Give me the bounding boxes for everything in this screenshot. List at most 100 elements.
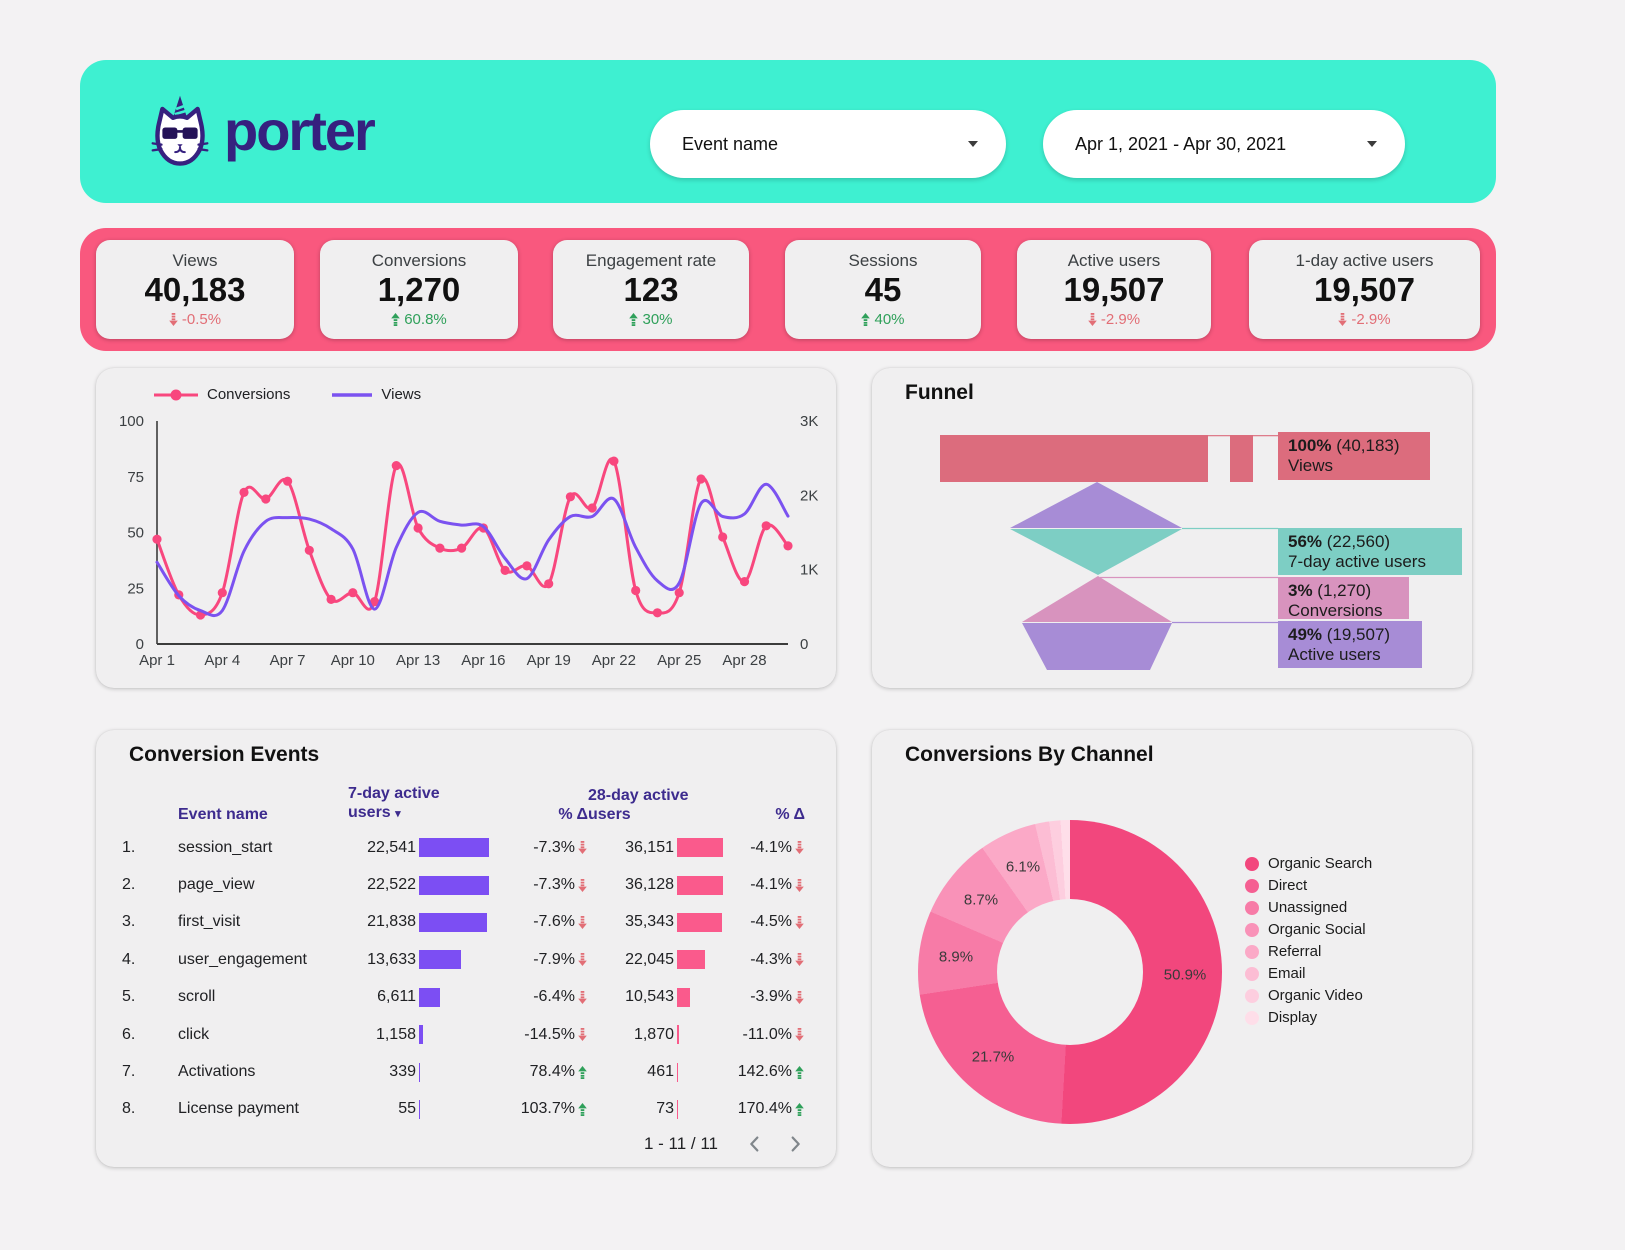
- delta-7day-value: 103.7%: [520, 1100, 575, 1118]
- legend-label: Conversions: [207, 386, 291, 403]
- legend-line-icon: [332, 392, 373, 397]
- kpi-card-engagement-rate: Engagement rate 123 30%: [553, 240, 749, 339]
- legend-label: Unassigned: [1268, 899, 1348, 916]
- table-pagination: 1 - 11 / 11: [644, 1133, 806, 1155]
- kpi-value: 19,507: [1314, 270, 1415, 308]
- row-index: 3.: [122, 913, 136, 931]
- users-28day-bar: [677, 838, 723, 858]
- users-7day-bar: [419, 1099, 421, 1119]
- users-7day-value: 22,522: [367, 876, 416, 894]
- svg-text:0: 0: [800, 636, 808, 653]
- donut-legend-item-referral: Referral: [1245, 943, 1372, 960]
- donut-legend-item-unassigned: Unassigned: [1245, 899, 1372, 916]
- kpi-card-views: Views 40,183 -0.5%: [96, 240, 294, 339]
- legend-dot-icon: [1245, 922, 1259, 937]
- funnel-step-label-active-users: 49% (19,507) Active users: [1278, 621, 1422, 668]
- row-index: 7.: [122, 1063, 136, 1081]
- table-row-license-payment: 8. License payment 55 103.7% 73 170.4%: [122, 1091, 809, 1128]
- legend-label: Referral: [1268, 943, 1322, 960]
- users-7day-bar: [419, 838, 489, 858]
- users-7day-bar: [419, 1062, 421, 1082]
- delta-up-arrow-icon: [795, 1102, 804, 1116]
- delta-28day-value: -4.3%: [750, 950, 792, 968]
- svg-text:Apr 1: Apr 1: [139, 652, 175, 669]
- kpi-label: Sessions: [848, 250, 918, 270]
- users-28day-value: 10,543: [625, 988, 674, 1006]
- svg-text:Apr 7: Apr 7: [270, 652, 306, 669]
- donut-slice-label-referral: 6.1%: [1005, 858, 1041, 876]
- col-header-event-name: Event name: [178, 806, 268, 823]
- table-header-row: Event name 7-day active users ▾ % Δ 28-day …: [122, 780, 809, 826]
- svg-text:2K: 2K: [800, 487, 818, 504]
- delta-7day-value: -6.4%: [533, 988, 575, 1006]
- delta-28day-value: 142.6%: [737, 1063, 792, 1081]
- delta-28day-value: -11.0%: [742, 1025, 792, 1043]
- donut-title: Conversions By Channel: [905, 743, 1154, 766]
- row-index: 8.: [122, 1100, 136, 1118]
- funnel-step-label-7-day-active-users: 56% (22,560) 7-day active users: [1278, 528, 1462, 575]
- kpi-delta: -2.9%: [1088, 311, 1140, 328]
- table-row-first-visit: 3. first_visit 21,838 -7.6% 35,343 -4.5%: [122, 904, 809, 941]
- users-28day-value: 1,870: [633, 1025, 674, 1043]
- users-28day-value: 35,343: [625, 913, 674, 931]
- legend-dot-icon: [1245, 878, 1259, 893]
- funnel-chart: [940, 435, 1278, 670]
- users-7day-bar: [419, 987, 440, 1007]
- svg-text:3K: 3K: [800, 413, 818, 430]
- chevron-left-icon[interactable]: [744, 1133, 766, 1155]
- chevron-down-icon: [1367, 141, 1377, 147]
- row-index: 6.: [122, 1025, 136, 1043]
- legend-dot-icon: [1245, 966, 1259, 981]
- svg-text:Apr 19: Apr 19: [527, 652, 571, 669]
- svg-text:100: 100: [119, 413, 144, 430]
- kpi-card-sessions: Sessions 45 40%: [785, 240, 981, 339]
- svg-text:50: 50: [127, 525, 144, 542]
- delta-7day-value: 78.4%: [529, 1063, 575, 1081]
- users-28day-bar: [677, 950, 706, 970]
- row-index: 5.: [122, 988, 136, 1006]
- users-7day-value: 55: [398, 1100, 416, 1118]
- legend-label: Direct: [1268, 877, 1308, 894]
- kpi-value: 45: [864, 270, 902, 308]
- delta-down-arrow-icon: [578, 878, 587, 892]
- donut-legend-item-display: Display: [1245, 1009, 1372, 1026]
- table-row-user-engagement: 4. user_engagement 13,633 -7.9% 22,045 -4.3%: [122, 941, 809, 978]
- legend-item-conversions: Conversions: [154, 386, 290, 403]
- donut-legend-item-organic-video: Organic Video: [1245, 987, 1372, 1004]
- col-header-7day-active-users[interactable]: 7-day active users ▾: [348, 785, 440, 821]
- users-7day-value: 22,541: [367, 838, 416, 856]
- users-28day-value: 461: [647, 1063, 674, 1081]
- col-header-delta-7day: % Δ: [558, 806, 588, 823]
- users-28day-bar: [677, 1025, 680, 1045]
- legend-label: Organic Search: [1268, 855, 1373, 872]
- svg-text:0: 0: [136, 636, 144, 653]
- donut-legend-item-email: Email: [1245, 965, 1372, 982]
- date-range-filter[interactable]: Apr 1, 2021 - Apr 30, 2021: [1043, 110, 1405, 178]
- col-header-28day-active-users: 28-day active users: [588, 787, 689, 823]
- kpi-label: 1-day active users: [1295, 250, 1434, 270]
- svg-text:Apr 10: Apr 10: [331, 652, 375, 669]
- legend-label: Organic Video: [1268, 987, 1363, 1004]
- delta-down-arrow-icon: [795, 915, 804, 929]
- event-filter-label: Event name: [682, 133, 779, 154]
- legend-dot-icon: [1245, 1010, 1259, 1025]
- svg-text:Apr 4: Apr 4: [204, 652, 240, 669]
- event-name-filter[interactable]: Event name: [650, 110, 1006, 178]
- kpi-card-active-users: Active users 19,507 -2.9%: [1017, 240, 1211, 339]
- donut-legend-item-organic-search: Organic Search: [1245, 855, 1373, 872]
- date-filter-label: Apr 1, 2021 - Apr 30, 2021: [1075, 133, 1287, 154]
- users-7day-bar: [419, 1025, 423, 1045]
- delta-up-arrow-icon: [629, 313, 639, 327]
- users-28day-value: 36,128: [625, 876, 674, 894]
- cat-unicorn-logo-icon: [151, 95, 209, 166]
- kpi-banner: Views 40,183 -0.5% Conversions 1,270 60.8% Eng…: [80, 228, 1496, 351]
- chevron-right-icon[interactable]: [784, 1133, 806, 1155]
- delta-28day-value: 170.4%: [737, 1100, 792, 1118]
- table-row-page-view: 2. page_view 22,522 -7.3% 36,128 -4.1%: [122, 866, 809, 903]
- delta-down-arrow-icon: [795, 953, 804, 967]
- porter-logo: porter: [150, 94, 376, 168]
- funnel-card: Funnel 100% (40,183) Views 56% (22,560) 7-d…: [872, 368, 1472, 688]
- donut-slice-label-organic-social: 8.7%: [963, 891, 999, 909]
- users-7day-value: 21,838: [367, 913, 416, 931]
- row-index: 2.: [122, 876, 136, 894]
